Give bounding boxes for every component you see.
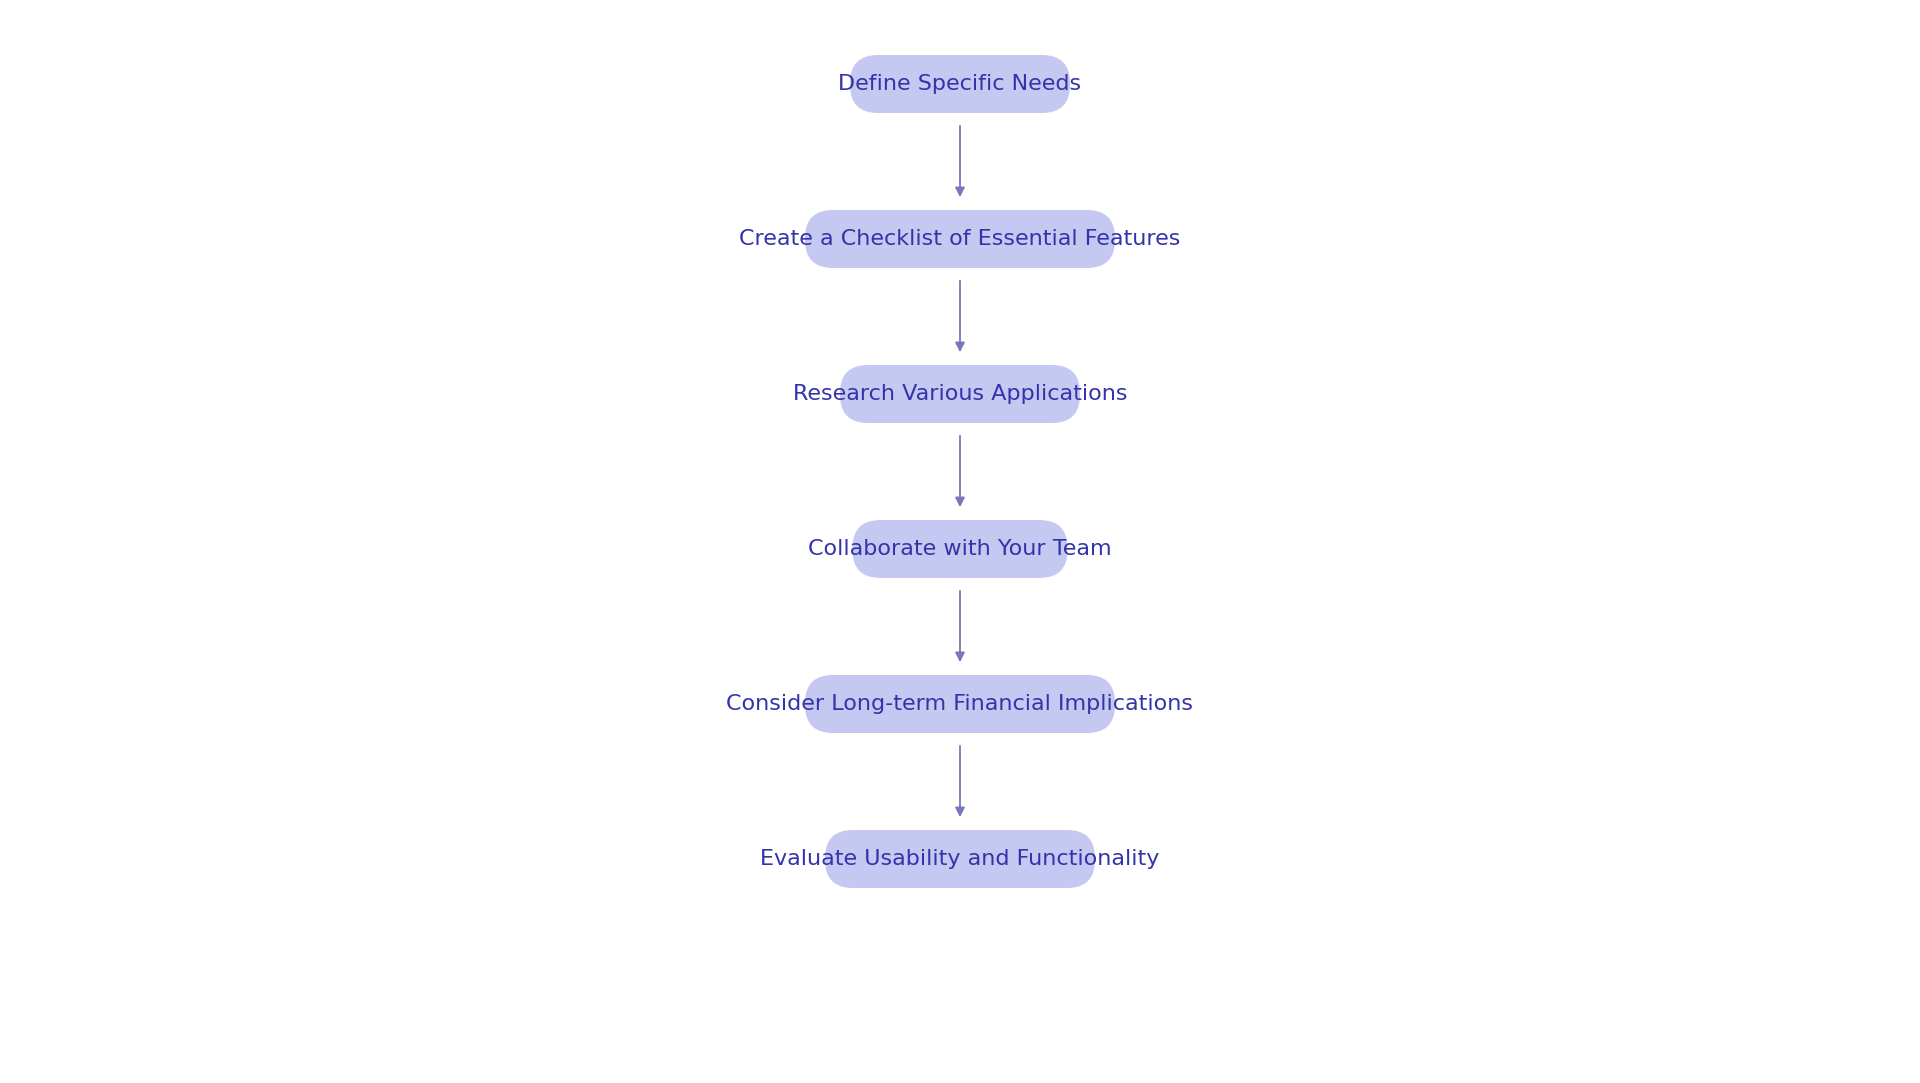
Text: Evaluate Usability and Functionality: Evaluate Usability and Functionality xyxy=(760,849,1160,869)
FancyBboxPatch shape xyxy=(804,675,1116,733)
Text: Define Specific Needs: Define Specific Needs xyxy=(839,74,1081,94)
Text: Consider Long-term Financial Implications: Consider Long-term Financial Implication… xyxy=(726,694,1194,714)
FancyBboxPatch shape xyxy=(841,365,1079,423)
FancyBboxPatch shape xyxy=(851,55,1069,113)
Text: Create a Checklist of Essential Features: Create a Checklist of Essential Features xyxy=(739,229,1181,249)
Text: Research Various Applications: Research Various Applications xyxy=(793,384,1127,404)
FancyBboxPatch shape xyxy=(826,830,1094,888)
FancyBboxPatch shape xyxy=(852,520,1068,578)
FancyBboxPatch shape xyxy=(804,210,1116,268)
Text: Collaborate with Your Team: Collaborate with Your Team xyxy=(808,539,1112,559)
